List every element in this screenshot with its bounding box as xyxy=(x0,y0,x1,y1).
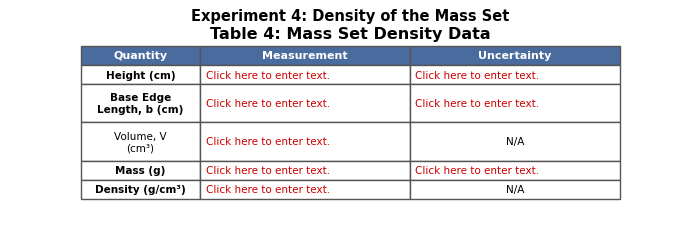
Text: Click here to enter text.: Click here to enter text. xyxy=(206,137,330,147)
Text: N/A: N/A xyxy=(505,184,524,195)
Bar xyxy=(410,161,620,180)
Text: Click here to enter text.: Click here to enter text. xyxy=(206,166,330,175)
Bar xyxy=(80,85,200,123)
Bar xyxy=(200,85,410,123)
Text: Base Edge
Length, b (cm): Base Edge Length, b (cm) xyxy=(97,93,183,115)
Text: Click here to enter text.: Click here to enter text. xyxy=(416,70,540,80)
Bar xyxy=(200,66,410,85)
Bar xyxy=(410,47,620,66)
Text: Click here to enter text.: Click here to enter text. xyxy=(206,184,330,195)
Bar xyxy=(410,180,620,199)
Bar xyxy=(200,123,410,161)
Text: Volume, V
(cm³): Volume, V (cm³) xyxy=(114,131,167,153)
Bar xyxy=(410,123,620,161)
Text: Measurement: Measurement xyxy=(262,51,348,61)
Text: Experiment 4: Density of the Mass Set: Experiment 4: Density of the Mass Set xyxy=(191,9,509,24)
Bar xyxy=(80,66,200,85)
Text: Height (cm): Height (cm) xyxy=(106,70,175,80)
Text: Mass (g): Mass (g) xyxy=(116,166,166,175)
Bar xyxy=(410,85,620,123)
Bar xyxy=(80,180,200,199)
Text: Click here to enter text.: Click here to enter text. xyxy=(416,166,540,175)
Bar xyxy=(410,66,620,85)
Bar xyxy=(200,180,410,199)
Bar xyxy=(200,47,410,66)
Bar xyxy=(80,161,200,180)
Text: Uncertainty: Uncertainty xyxy=(478,51,552,61)
Text: N/A: N/A xyxy=(505,137,524,147)
Text: Click here to enter text.: Click here to enter text. xyxy=(206,70,330,80)
Text: Click here to enter text.: Click here to enter text. xyxy=(416,99,540,109)
Text: Quantity: Quantity xyxy=(113,51,167,61)
Bar xyxy=(80,47,200,66)
Bar xyxy=(200,161,410,180)
Text: Density (g/cm³): Density (g/cm³) xyxy=(95,184,186,195)
Text: Table 4: Mass Set Density Data: Table 4: Mass Set Density Data xyxy=(210,26,490,41)
Bar xyxy=(80,123,200,161)
Text: Click here to enter text.: Click here to enter text. xyxy=(206,99,330,109)
